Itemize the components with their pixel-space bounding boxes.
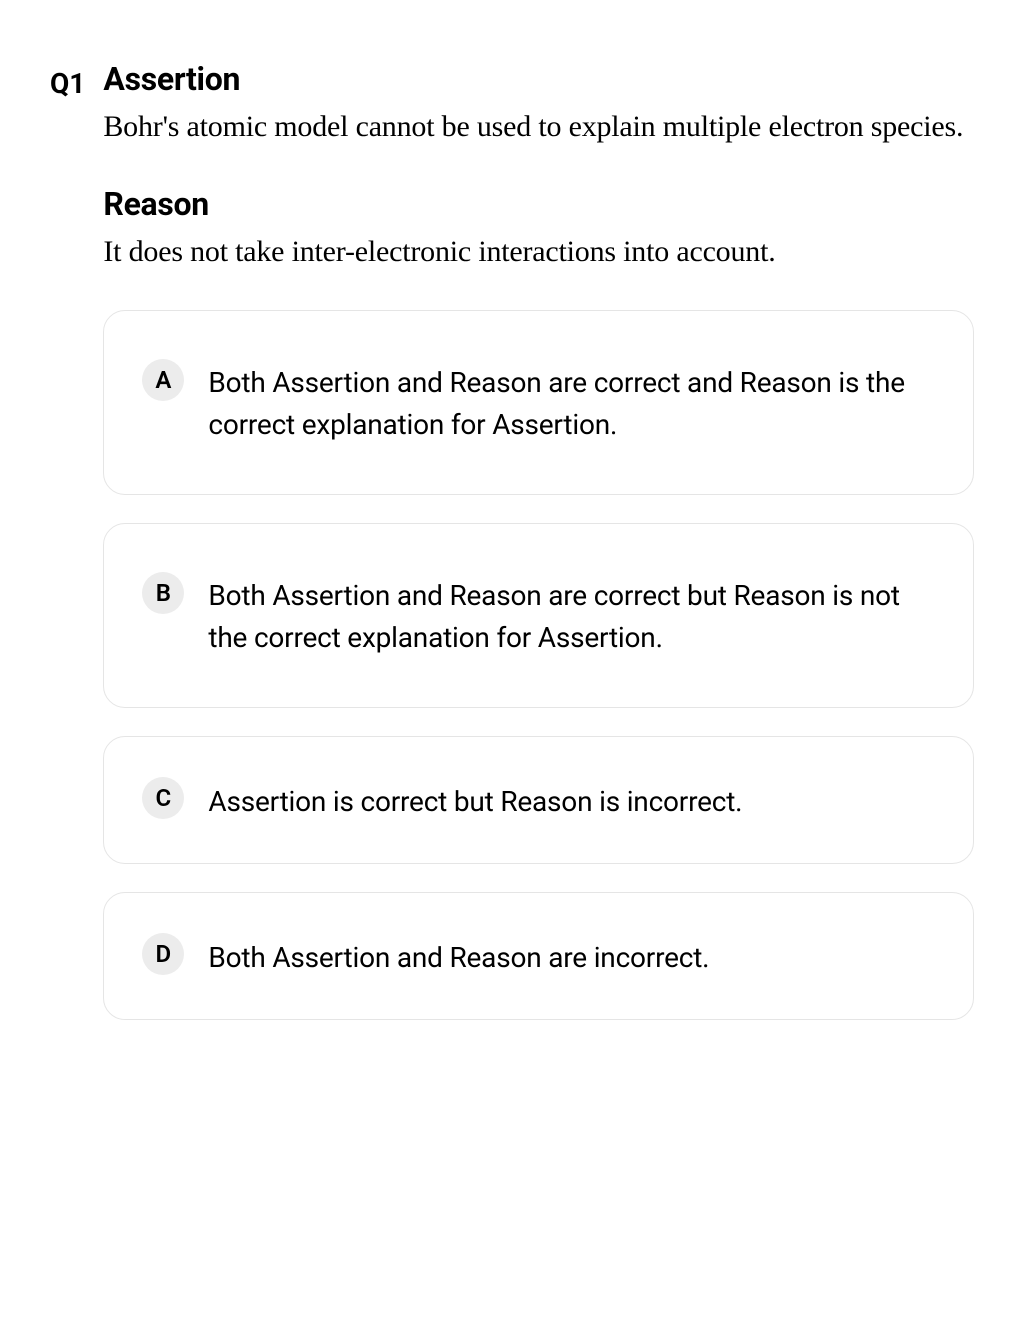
option-letter-b: B bbox=[142, 572, 184, 614]
option-b[interactable]: B Both Assertion and Reason are correct … bbox=[103, 523, 974, 708]
assertion-heading: Assertion bbox=[103, 60, 974, 98]
option-a[interactable]: A Both Assertion and Reason are correct … bbox=[103, 310, 974, 495]
question-number: Q1 bbox=[50, 60, 85, 1020]
options-container: A Both Assertion and Reason are correct … bbox=[103, 310, 974, 1020]
option-letter-d: D bbox=[142, 933, 184, 975]
option-text-a: Both Assertion and Reason are correct an… bbox=[208, 359, 929, 446]
option-letter-c: C bbox=[142, 777, 184, 819]
option-c[interactable]: C Assertion is correct but Reason is inc… bbox=[103, 736, 974, 864]
question-container: Q1 Assertion Bohr's atomic model cannot … bbox=[50, 60, 974, 1020]
option-text-d: Both Assertion and Reason are incorrect. bbox=[208, 933, 709, 979]
option-text-c: Assertion is correct but Reason is incor… bbox=[208, 777, 742, 823]
option-text-b: Both Assertion and Reason are correct bu… bbox=[208, 572, 929, 659]
reason-heading: Reason bbox=[103, 185, 974, 223]
option-d[interactable]: D Both Assertion and Reason are incorrec… bbox=[103, 892, 974, 1020]
assertion-text: Bohr's atomic model cannot be used to ex… bbox=[103, 104, 974, 149]
reason-text: It does not take inter-electronic intera… bbox=[103, 229, 974, 274]
question-body: Assertion Bohr's atomic model cannot be … bbox=[103, 60, 974, 1020]
option-letter-a: A bbox=[142, 359, 184, 401]
